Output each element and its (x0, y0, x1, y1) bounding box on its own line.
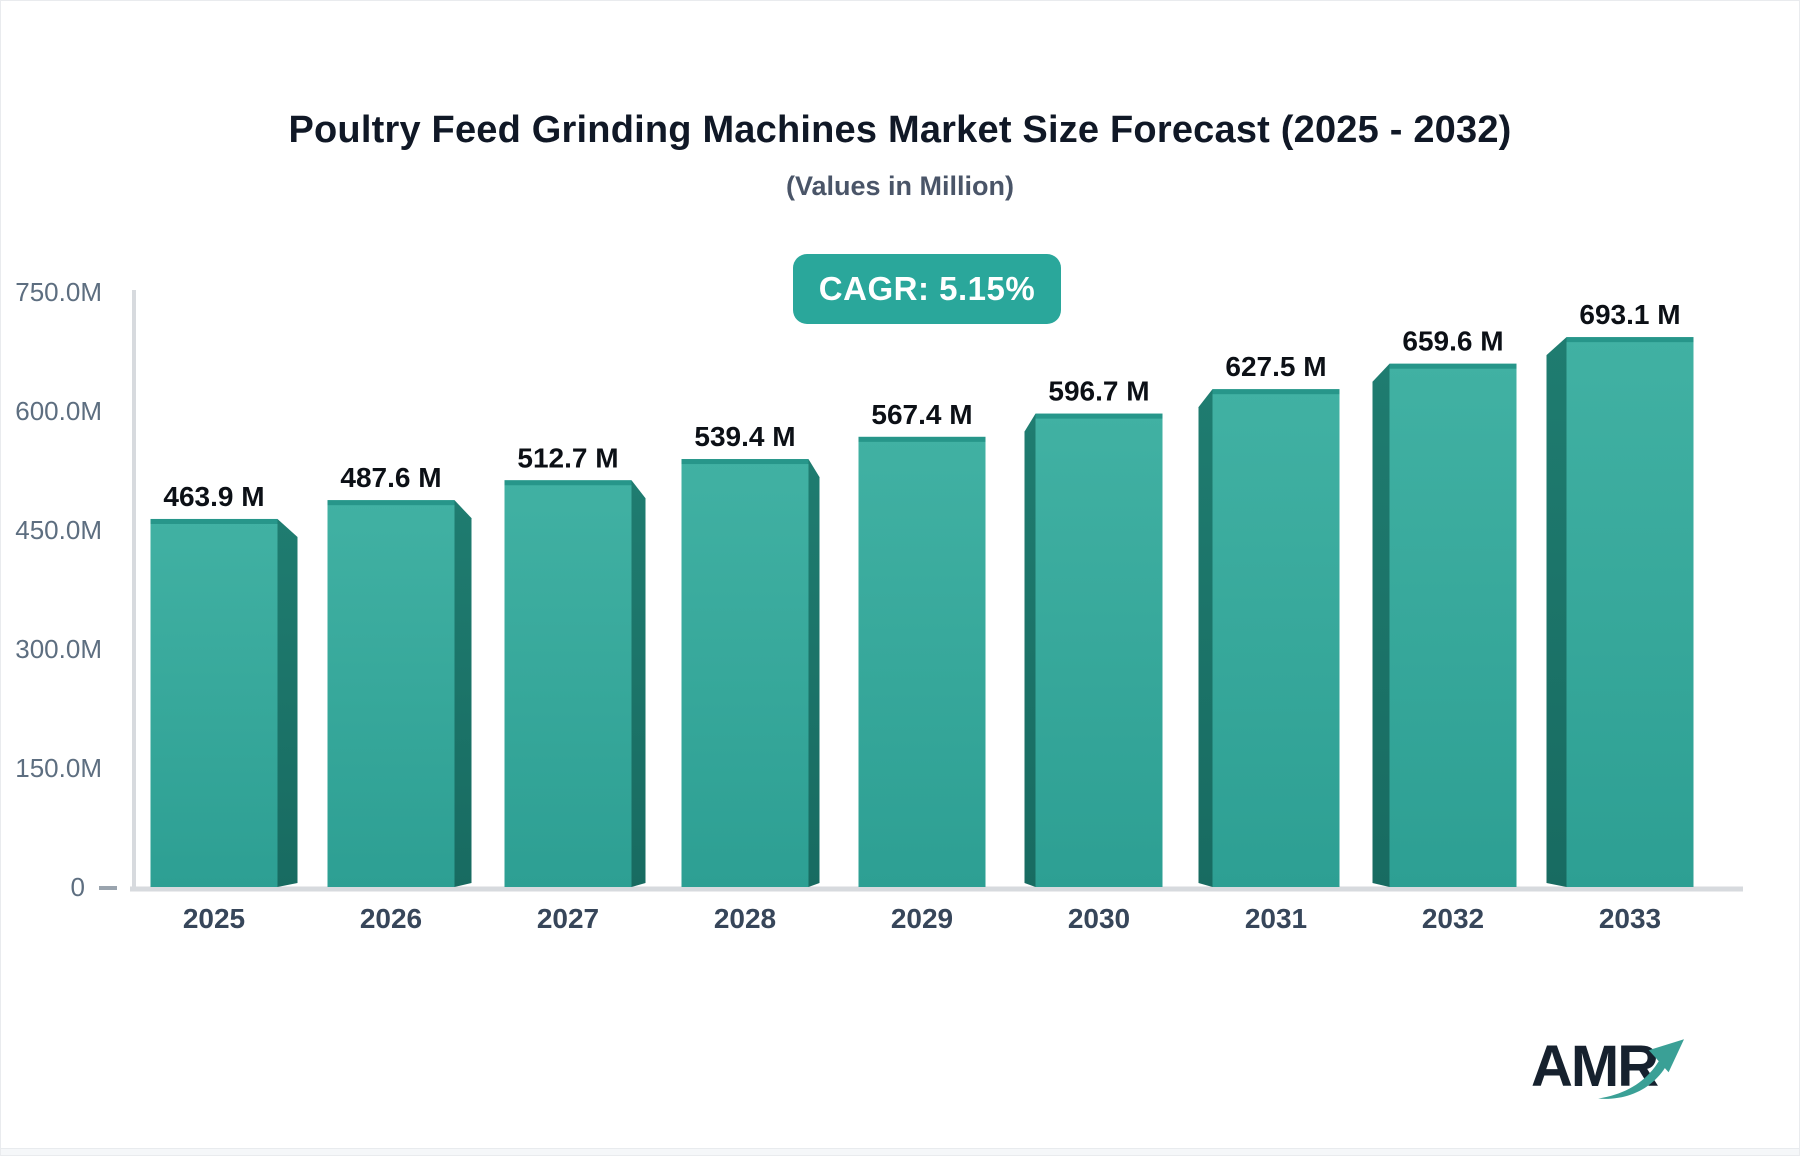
x-tick-label: 2025 (183, 903, 245, 934)
bar-side-2028 (808, 459, 820, 887)
x-tick-label: 2026 (360, 903, 422, 934)
bar-lid-2033 (1566, 337, 1694, 343)
bar-2029 (858, 436, 986, 887)
bar-side-2026 (454, 500, 472, 887)
bar-lid-2028 (681, 459, 809, 465)
growth-arrow-icon (1598, 1039, 1684, 1099)
bar-2027 (504, 480, 632, 887)
x-tick-label: 2027 (537, 903, 599, 934)
y-tick-label: 450.0M (15, 515, 102, 545)
card-bottom-edge (1, 1148, 1799, 1155)
bar-value-label: 539.4 M (694, 421, 795, 452)
x-tick-label: 2030 (1068, 903, 1130, 934)
bar-2030 (1035, 413, 1163, 887)
bar-value-label: 693.1 M (1579, 299, 1680, 330)
y-tick-label: 0 (71, 872, 85, 902)
bar-value-label: 596.7 M (1048, 376, 1149, 407)
bar-lid-2027 (504, 480, 632, 486)
x-tick-label: 2029 (891, 903, 953, 934)
y-tick-label: 300.0M (15, 634, 102, 664)
brand-logo: AMR (1531, 1033, 1751, 1123)
bar-value-label: 463.9 M (163, 481, 264, 512)
bar-lid-2032 (1389, 363, 1517, 369)
bar-side-2025 (277, 518, 298, 887)
bar-value-label: 659.6 M (1402, 326, 1503, 357)
bar-2026 (327, 500, 455, 887)
bar-side-2031 (1198, 389, 1213, 887)
cagr-badge-label: CAGR: 5.15% (818, 270, 1036, 307)
bar-lid-2025 (150, 518, 278, 524)
bar-value-label: 627.5 M (1225, 351, 1326, 382)
bar-value-label: 512.7 M (517, 442, 618, 473)
x-tick-label: 2033 (1599, 903, 1661, 934)
bar-lid-2030 (1035, 413, 1163, 419)
x-tick-label: 2031 (1245, 903, 1307, 934)
x-tick-label: 2028 (714, 903, 776, 934)
y-tick-label: 600.0M (15, 396, 102, 426)
bar-2025 (150, 518, 278, 887)
bar-side-2032 (1372, 363, 1390, 887)
bar-2033 (1566, 337, 1694, 888)
y-tick-label: 150.0M (15, 753, 102, 783)
bar-side-2030 (1024, 413, 1036, 887)
bar-lid-2031 (1212, 389, 1340, 395)
cagr-badge: CAGR: 5.15% (793, 254, 1061, 324)
bar-value-label: 567.4 M (871, 399, 972, 430)
bar-2028 (681, 459, 809, 887)
bar-value-label: 487.6 M (340, 462, 441, 493)
bar-lid-2026 (327, 500, 455, 506)
y-tick-label: 750.0M (15, 277, 102, 307)
page-title: Poultry Feed Grinding Machines Market Si… (288, 109, 1512, 151)
bar-2032 (1389, 363, 1517, 887)
chart-subtitle: (Values in Million) (785, 171, 1015, 201)
bar-side-2033 (1546, 337, 1567, 888)
x-tick-label: 2032 (1422, 903, 1484, 934)
bar-side-2027 (631, 480, 646, 887)
bar-lid-2029 (858, 436, 986, 442)
bar-2031 (1212, 389, 1340, 887)
